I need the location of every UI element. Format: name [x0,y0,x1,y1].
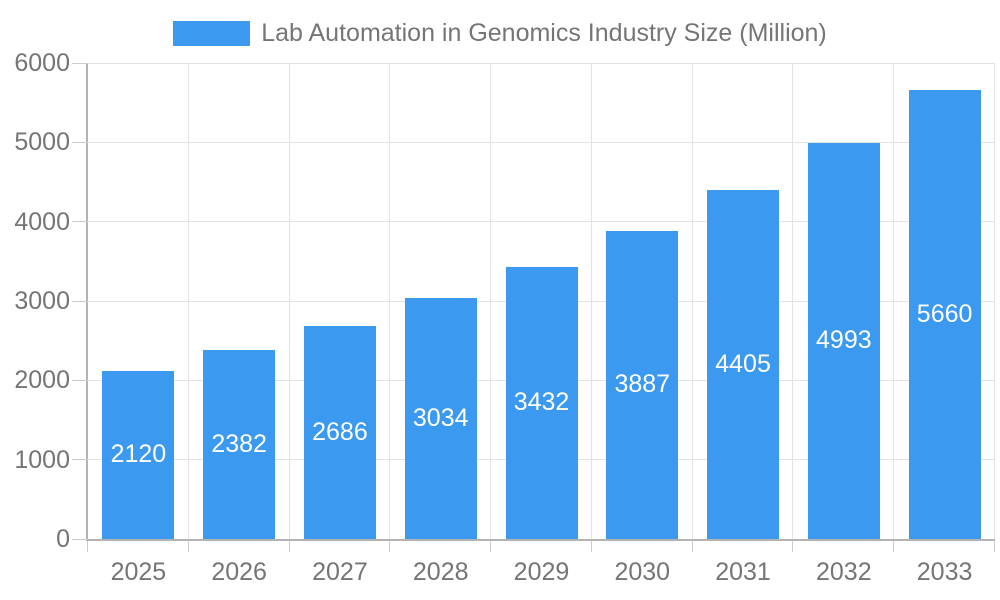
y-axis-label-0: 0 [56,525,70,553]
gridline-x-6 [691,63,693,539]
y-tick-mark-5000 [72,141,88,143]
y-axis-label-6000: 6000 [14,49,70,77]
bar-2033: 5660 [908,89,981,539]
bar-2025: 2120 [102,370,175,539]
bar-value-label-2028: 3034 [412,404,469,433]
x-axis-label-2031: 2031 [715,558,771,586]
bar-value-label-2030: 3887 [614,370,671,399]
y-axis-label-1000: 1000 [14,445,70,474]
chart-legend: Lab Automation in Genomics Industry Size… [0,16,1000,50]
gridline-y-6000 [88,62,995,64]
legend-label: Lab Automation in Genomics Industry Size… [261,19,827,47]
x-tick-mark-7 [792,541,794,552]
legend-swatch [173,20,251,46]
y-tick-mark-4000 [72,221,88,223]
bar-value-label-2033: 5660 [916,299,973,328]
x-tick-mark-5 [590,541,592,552]
x-tick-mark-9 [994,541,995,552]
y-tick-mark-0 [72,538,88,540]
gridline-x-3 [389,63,391,539]
gridline-x-4 [490,63,492,539]
x-axis-label-2025: 2025 [110,558,167,586]
x-axis-label-2030: 2030 [614,558,671,586]
x-tick-mark-0 [87,541,88,552]
x-tick-mark-8 [893,541,895,552]
gridline-x-9 [994,63,995,539]
gridline-x-2 [288,63,290,539]
bar-2032: 4993 [807,142,880,539]
bar-2027: 2686 [303,325,376,539]
plot-area: 2120 2382 2686 3034 3432 3887 4405 4993 5660 [86,62,995,541]
x-axis-label-2028: 2028 [412,558,469,586]
y-axis-label-5000: 5000 [14,128,70,157]
bar-value-label-2027: 2686 [312,417,368,446]
bar-2028: 3034 [404,298,477,539]
bar-value-label-2026: 2382 [211,430,267,458]
bar-value-label-2025: 2120 [110,440,167,469]
y-tick-mark-2000 [72,379,88,381]
bar-2029: 3432 [505,266,578,539]
x-axis-label-2032: 2032 [816,558,872,586]
gridline-x-5 [590,63,592,539]
x-tick-mark-1 [187,541,189,552]
bar-value-label-2031: 4405 [715,349,771,378]
y-tick-mark-6000 [72,62,88,64]
y-tick-mark-1000 [72,459,88,461]
y-tick-mark-3000 [72,300,88,302]
x-axis-label-2029: 2029 [513,558,570,586]
x-axis-label-2033: 2033 [916,558,973,586]
bar-2030: 3887 [606,230,679,539]
x-tick-mark-2 [288,541,290,552]
y-axis-label-2000: 2000 [14,366,70,395]
x-axis-label-2027: 2027 [312,558,368,586]
x-tick-mark-3 [389,541,391,552]
x-axis-label-2026: 2026 [211,558,267,586]
gridline-y-4000 [88,221,995,223]
y-axis-label-4000: 4000 [14,207,70,236]
gridline-x-8 [893,63,895,539]
gridline-y-5000 [88,141,995,143]
bar-value-label-2032: 4993 [816,326,872,355]
bar-2026: 2382 [203,350,276,539]
x-tick-mark-4 [490,541,492,552]
gridline-x-1 [187,63,189,539]
bar-2031: 4405 [707,189,780,539]
gridline-x-7 [792,63,794,539]
bar-value-label-2029: 3432 [513,388,570,417]
y-axis-label-3000: 3000 [14,287,70,315]
x-tick-mark-6 [691,541,693,552]
